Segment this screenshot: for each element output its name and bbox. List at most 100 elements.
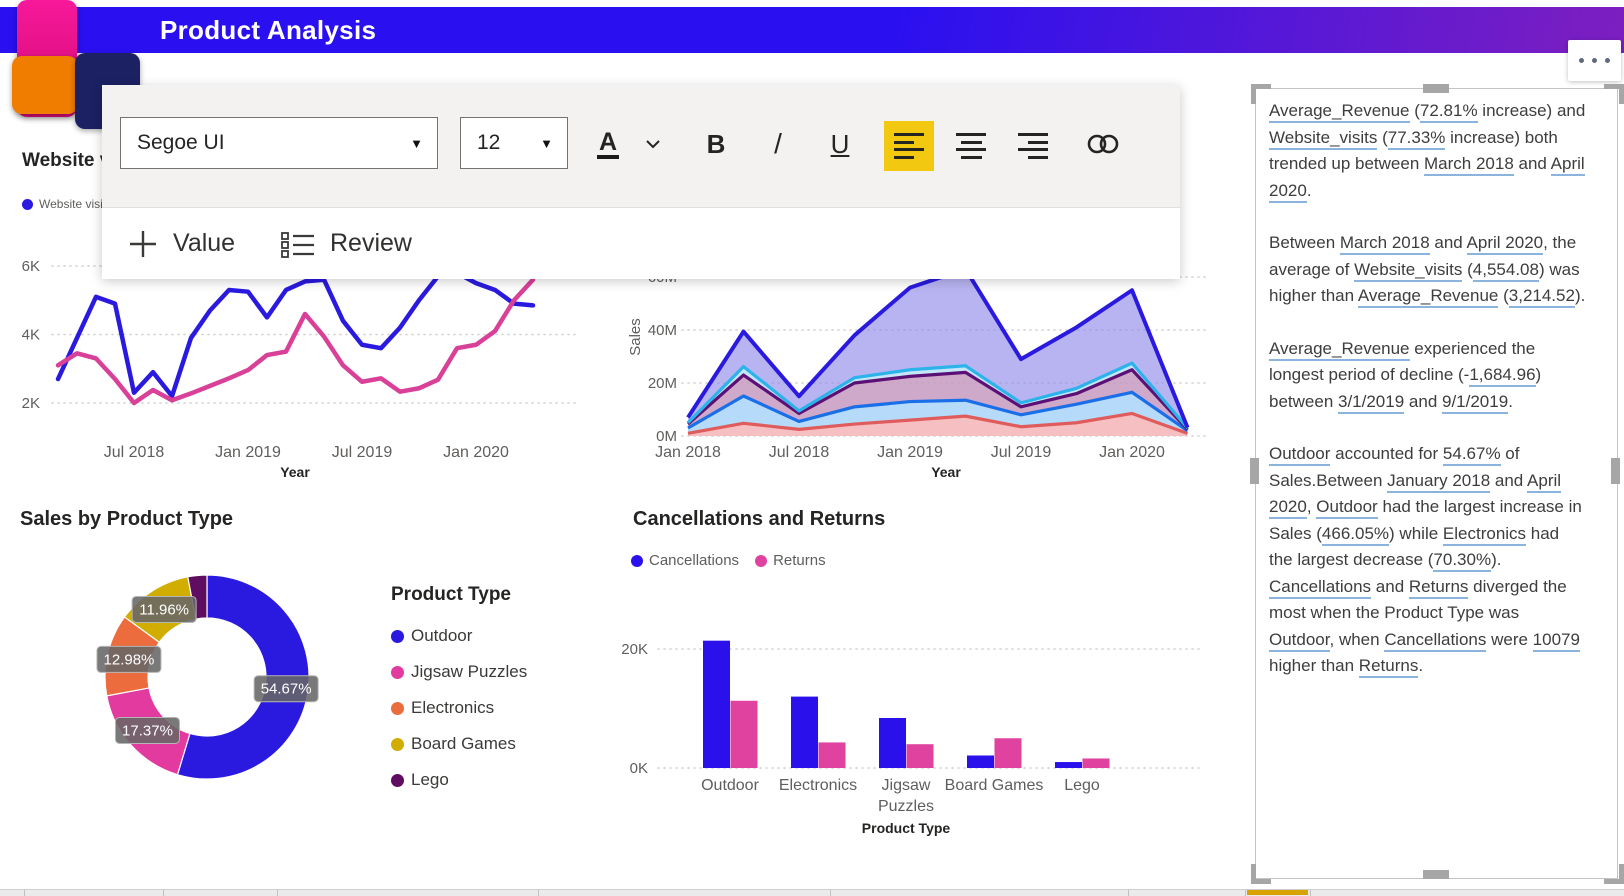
bar-cancellations-lego[interactable] <box>1055 762 1082 768</box>
dynamic-value[interactable]: 3,214.52 <box>1508 286 1575 308</box>
narrative-paragraph: Between March 2018 and April 2020, the a… <box>1269 230 1587 310</box>
dynamic-value[interactable]: Returns <box>1408 576 1469 599</box>
legend-label: Lego <box>411 770 449 789</box>
bar-returns-outdoor[interactable] <box>730 700 758 768</box>
dynamic-value[interactable]: April 2020 <box>1269 470 1562 519</box>
font-color-expand-button[interactable] <box>638 119 668 169</box>
bar-cancellations-outdoor[interactable] <box>703 640 730 768</box>
dynamic-value[interactable]: Outdoor <box>1269 629 1330 652</box>
selection-handle-left[interactable] <box>1250 458 1259 484</box>
selection-handle-bottom[interactable] <box>1423 870 1449 879</box>
dynamic-value[interactable]: March 2018 <box>1424 154 1514 176</box>
bar-returns-board-games[interactable] <box>994 738 1022 768</box>
review-button[interactable]: Review <box>280 208 412 279</box>
dynamic-value[interactable]: 466.05% <box>1321 523 1390 546</box>
legend-item-lego[interactable]: Lego <box>391 762 527 798</box>
bold-button[interactable]: B <box>706 128 726 159</box>
selection-handle-top-left[interactable] <box>1251 84 1271 104</box>
selection-handle-bottom-left[interactable] <box>1251 864 1271 884</box>
dynamic-value[interactable]: Average_Revenue <box>1269 338 1410 361</box>
align-left-button[interactable] <box>884 121 934 171</box>
italic-button[interactable]: / <box>774 128 782 159</box>
dynamic-value[interactable]: 4,554.08 <box>1472 259 1539 282</box>
dynamic-value[interactable]: 9/1/2019 <box>1442 391 1509 414</box>
legend-dot <box>22 198 33 210</box>
dynamic-value[interactable]: April 2020 <box>1466 233 1544 255</box>
dynamic-value[interactable]: 10079 <box>1532 629 1580 652</box>
legend-item-cancellations[interactable]: Cancellations <box>631 552 739 569</box>
smart-narrative-panel[interactable]: Average_Revenue (72.81% increase) and We… <box>1255 88 1618 879</box>
legend-item-electronics[interactable]: Electronics <box>391 690 527 726</box>
dynamic-value[interactable]: 3/1/2019 <box>1338 391 1405 414</box>
font-color-icon: A <box>596 129 620 159</box>
bar-returns-lego[interactable] <box>1082 758 1110 768</box>
add-value-button[interactable]: Value <box>127 208 235 279</box>
legend-item-outdoor[interactable]: Outdoor <box>391 618 527 654</box>
dynamic-value[interactable]: Outdoor <box>1269 444 1331 466</box>
bar-cancellations-board-games[interactable] <box>967 755 994 768</box>
dynamic-value[interactable]: Cancellations <box>1384 629 1487 652</box>
area-layer[interactable] <box>688 269 1188 429</box>
align-right-button[interactable] <box>1008 121 1058 171</box>
selection-handle-top-right[interactable] <box>1604 84 1624 104</box>
selection-handle-right[interactable] <box>1611 458 1620 484</box>
area-layer[interactable] <box>688 413 1188 436</box>
bar-returns-electronics[interactable] <box>818 742 846 768</box>
axis-tick-label: 0M <box>656 428 677 445</box>
font-size-select[interactable]: 12 ▼ <box>460 117 568 169</box>
dynamic-value[interactable]: Returns <box>1358 656 1419 678</box>
dynamic-value[interactable]: Electronics <box>1442 523 1527 546</box>
more-options-button[interactable] <box>1568 40 1621 81</box>
axis-tick-label: Jan 2019 <box>877 444 943 461</box>
dynamic-value[interactable]: Website_visits <box>1269 127 1378 150</box>
axis-tick-label: Jan 2018 <box>655 444 721 461</box>
narrative-text-segment: accounted for <box>1330 444 1443 463</box>
dynamic-value[interactable]: 54.67% <box>1442 444 1501 466</box>
dynamic-value[interactable]: March 2018 <box>1339 233 1430 255</box>
legend-item-jigsaw-puzzles[interactable]: Jigsaw Puzzles <box>391 654 527 690</box>
axis-tick-label: Outdoor <box>701 777 759 794</box>
axis-tick-label: Jan 2020 <box>443 444 509 461</box>
legend-label: Board Games <box>411 734 516 753</box>
font-family-select[interactable]: Segoe UI ▼ <box>120 117 438 169</box>
dynamic-value[interactable]: 1,684.96 <box>1469 365 1536 387</box>
dynamic-value[interactable]: April 2020 <box>1269 154 1585 203</box>
insert-link-button[interactable] <box>1080 119 1126 169</box>
font-color-button[interactable]: A <box>590 119 626 169</box>
dynamic-value[interactable]: January 2018 <box>1387 470 1491 493</box>
selection-handle-top[interactable] <box>1423 84 1449 93</box>
data-label: 11.96% <box>139 601 189 618</box>
line-series-Average_Revenue[interactable] <box>55 277 536 406</box>
bar-cancellations-jigsaw-puzzles[interactable] <box>879 718 906 768</box>
chevron-down-icon <box>646 140 660 149</box>
dynamic-value[interactable]: Cancellations <box>1269 576 1372 599</box>
align-center-button[interactable] <box>946 121 996 171</box>
dynamic-value[interactable]: 72.81% <box>1419 101 1478 123</box>
donut-slice-outdoor[interactable] <box>176 574 310 780</box>
axis-tick-label: Jigsaw <box>882 777 931 794</box>
narrative-paragraph: Average_Revenue (72.81% increase) and We… <box>1269 98 1587 204</box>
donut-slice-lego[interactable] <box>187 574 208 620</box>
data-label: 17.37% <box>122 722 173 739</box>
narrative-text-segment: , <box>1306 497 1317 516</box>
underline-button[interactable]: U <box>830 128 850 159</box>
narrative-text-segment: and <box>1513 154 1551 173</box>
dynamic-value[interactable]: Website_visits <box>1354 259 1463 282</box>
bar-returns-jigsaw-puzzles[interactable] <box>906 744 934 768</box>
donut-legend: Product Type Outdoor Jigsaw Puzzles Electr… <box>391 584 527 798</box>
legend-label: Returns <box>773 552 826 569</box>
legend-item-returns[interactable]: Returns <box>755 552 826 569</box>
legend-item-board-games[interactable]: Board Games <box>391 726 527 762</box>
selection-handle-bottom-right[interactable] <box>1604 864 1624 884</box>
dynamic-value[interactable]: Average_Revenue <box>1357 286 1499 308</box>
dynamic-value[interactable]: Average_Revenue <box>1269 101 1410 123</box>
dynamic-value[interactable]: 77.33% <box>1387 127 1446 150</box>
dynamic-value[interactable]: Outdoor <box>1316 497 1378 519</box>
dynamic-value[interactable]: 70.30% <box>1433 550 1492 572</box>
bar-cancellations-electronics[interactable] <box>791 696 818 768</box>
